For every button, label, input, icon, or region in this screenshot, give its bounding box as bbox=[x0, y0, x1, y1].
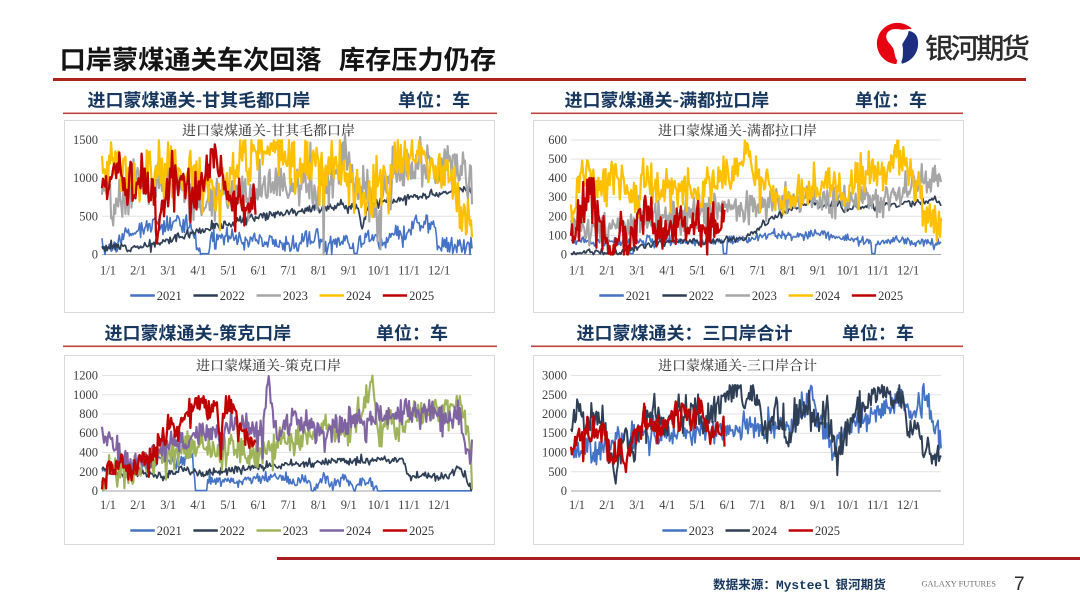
svg-text:2021: 2021 bbox=[157, 289, 182, 303]
svg-text:11/1: 11/1 bbox=[398, 264, 420, 278]
svg-text:10/1: 10/1 bbox=[837, 264, 859, 278]
svg-text:0: 0 bbox=[561, 484, 567, 498]
svg-text:1500: 1500 bbox=[542, 426, 567, 440]
svg-text:7/1: 7/1 bbox=[281, 498, 297, 512]
svg-text:3/1: 3/1 bbox=[160, 264, 176, 278]
svg-text:4/1: 4/1 bbox=[659, 264, 675, 278]
svg-text:200: 200 bbox=[548, 209, 567, 223]
svg-text:2022: 2022 bbox=[689, 289, 714, 303]
svg-text:8/1: 8/1 bbox=[311, 498, 327, 512]
svg-text:11/1: 11/1 bbox=[867, 264, 889, 278]
svg-text:2/1: 2/1 bbox=[599, 498, 615, 512]
svg-text:0: 0 bbox=[92, 248, 98, 262]
svg-text:2500: 2500 bbox=[542, 388, 567, 402]
svg-text:GALAXY FUTURES: GALAXY FUTURES bbox=[922, 580, 997, 589]
svg-text:11/1: 11/1 bbox=[398, 498, 420, 512]
svg-text:6/1: 6/1 bbox=[720, 498, 736, 512]
svg-text:9/1: 9/1 bbox=[810, 264, 826, 278]
svg-text:6/1: 6/1 bbox=[720, 264, 736, 278]
svg-text:10/1: 10/1 bbox=[368, 264, 390, 278]
svg-text:7/1: 7/1 bbox=[281, 264, 297, 278]
svg-text:2025: 2025 bbox=[878, 289, 903, 303]
svg-text:6/1: 6/1 bbox=[251, 498, 267, 512]
svg-text:1500: 1500 bbox=[73, 133, 98, 147]
svg-text:1200: 1200 bbox=[73, 369, 98, 383]
svg-text:2024: 2024 bbox=[346, 524, 372, 538]
svg-text:2025: 2025 bbox=[409, 289, 434, 303]
svg-text:2/1: 2/1 bbox=[130, 498, 146, 512]
svg-text:2022: 2022 bbox=[220, 289, 245, 303]
svg-text:12/1: 12/1 bbox=[428, 264, 450, 278]
svg-text:100: 100 bbox=[548, 228, 567, 242]
svg-text:5/1: 5/1 bbox=[220, 264, 236, 278]
svg-text:7: 7 bbox=[1014, 574, 1025, 595]
svg-text:2024: 2024 bbox=[752, 524, 778, 538]
svg-text:5/1: 5/1 bbox=[689, 498, 705, 512]
svg-text:400: 400 bbox=[548, 171, 567, 185]
svg-text:400: 400 bbox=[79, 446, 98, 460]
svg-text:8/1: 8/1 bbox=[311, 264, 327, 278]
svg-text:1000: 1000 bbox=[542, 446, 567, 460]
svg-text:1/1: 1/1 bbox=[100, 498, 116, 512]
svg-text:600: 600 bbox=[548, 133, 567, 147]
svg-text:2021: 2021 bbox=[626, 289, 651, 303]
svg-text:1/1: 1/1 bbox=[569, 264, 585, 278]
svg-text:4/1: 4/1 bbox=[190, 264, 206, 278]
svg-text:12/1: 12/1 bbox=[897, 498, 919, 512]
svg-text:12/1: 12/1 bbox=[428, 498, 450, 512]
svg-text:2023: 2023 bbox=[752, 289, 777, 303]
svg-text:2023: 2023 bbox=[689, 524, 714, 538]
svg-text:8/1: 8/1 bbox=[780, 264, 796, 278]
svg-text:0: 0 bbox=[561, 248, 567, 262]
svg-text:9/1: 9/1 bbox=[810, 498, 826, 512]
svg-text:2/1: 2/1 bbox=[599, 264, 615, 278]
svg-text:2024: 2024 bbox=[815, 289, 841, 303]
svg-text:5/1: 5/1 bbox=[689, 264, 705, 278]
svg-text:2/1: 2/1 bbox=[130, 264, 146, 278]
svg-text:200: 200 bbox=[79, 465, 98, 479]
svg-text:9/1: 9/1 bbox=[341, 264, 357, 278]
svg-text:6/1: 6/1 bbox=[251, 264, 267, 278]
svg-text:5/1: 5/1 bbox=[220, 498, 236, 512]
svg-text:1000: 1000 bbox=[73, 171, 98, 185]
svg-text:500: 500 bbox=[548, 465, 567, 479]
svg-text:9/1: 9/1 bbox=[341, 498, 357, 512]
svg-text:10/1: 10/1 bbox=[368, 498, 390, 512]
svg-text:7/1: 7/1 bbox=[750, 264, 766, 278]
svg-text:2023: 2023 bbox=[283, 289, 308, 303]
svg-text:12/1: 12/1 bbox=[897, 264, 919, 278]
svg-text:2021: 2021 bbox=[157, 524, 182, 538]
svg-text:3000: 3000 bbox=[542, 369, 567, 383]
svg-text:2024: 2024 bbox=[346, 289, 372, 303]
svg-text:300: 300 bbox=[548, 190, 567, 204]
svg-text:2025: 2025 bbox=[815, 524, 840, 538]
svg-text:1/1: 1/1 bbox=[569, 498, 585, 512]
svg-text:11/1: 11/1 bbox=[867, 498, 889, 512]
svg-text:3/1: 3/1 bbox=[160, 498, 176, 512]
svg-text:2025: 2025 bbox=[409, 524, 434, 538]
svg-text:800: 800 bbox=[79, 407, 98, 421]
svg-text:8/1: 8/1 bbox=[780, 498, 796, 512]
svg-text:4/1: 4/1 bbox=[190, 498, 206, 512]
svg-text:4/1: 4/1 bbox=[659, 498, 675, 512]
svg-text:3/1: 3/1 bbox=[629, 498, 645, 512]
svg-text:2023: 2023 bbox=[283, 524, 308, 538]
svg-text:600: 600 bbox=[79, 426, 98, 440]
svg-text:2000: 2000 bbox=[542, 407, 567, 421]
svg-text:1000: 1000 bbox=[73, 388, 98, 402]
svg-text:0: 0 bbox=[92, 484, 98, 498]
svg-text:500: 500 bbox=[548, 152, 567, 166]
svg-text:1/1: 1/1 bbox=[100, 264, 116, 278]
svg-text:500: 500 bbox=[79, 209, 98, 223]
svg-text:10/1: 10/1 bbox=[837, 498, 859, 512]
svg-text:7/1: 7/1 bbox=[750, 498, 766, 512]
svg-text:3/1: 3/1 bbox=[629, 264, 645, 278]
svg-text:2022: 2022 bbox=[220, 524, 245, 538]
